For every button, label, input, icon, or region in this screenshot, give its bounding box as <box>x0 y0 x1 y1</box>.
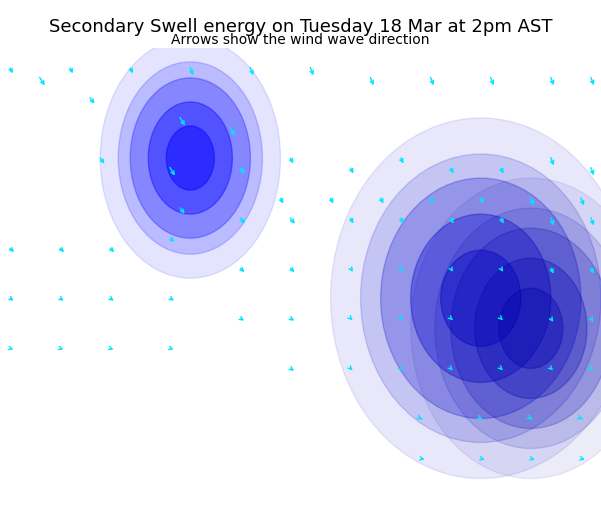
Text: Arrows show the wind wave direction: Arrows show the wind wave direction <box>171 33 430 47</box>
Ellipse shape <box>475 259 587 399</box>
Ellipse shape <box>130 79 251 239</box>
Text: Secondary Swell energy on Tuesday 18 Mar at 2pm AST: Secondary Swell energy on Tuesday 18 Mar… <box>49 18 552 36</box>
Ellipse shape <box>441 251 521 347</box>
Ellipse shape <box>100 39 281 279</box>
Ellipse shape <box>435 209 601 448</box>
Ellipse shape <box>118 63 263 254</box>
Ellipse shape <box>499 289 563 369</box>
Ellipse shape <box>166 127 215 191</box>
Ellipse shape <box>451 229 601 429</box>
Ellipse shape <box>410 179 601 478</box>
Ellipse shape <box>331 119 601 478</box>
Ellipse shape <box>380 179 581 418</box>
Ellipse shape <box>410 215 551 383</box>
Ellipse shape <box>148 103 233 215</box>
Ellipse shape <box>361 155 601 443</box>
